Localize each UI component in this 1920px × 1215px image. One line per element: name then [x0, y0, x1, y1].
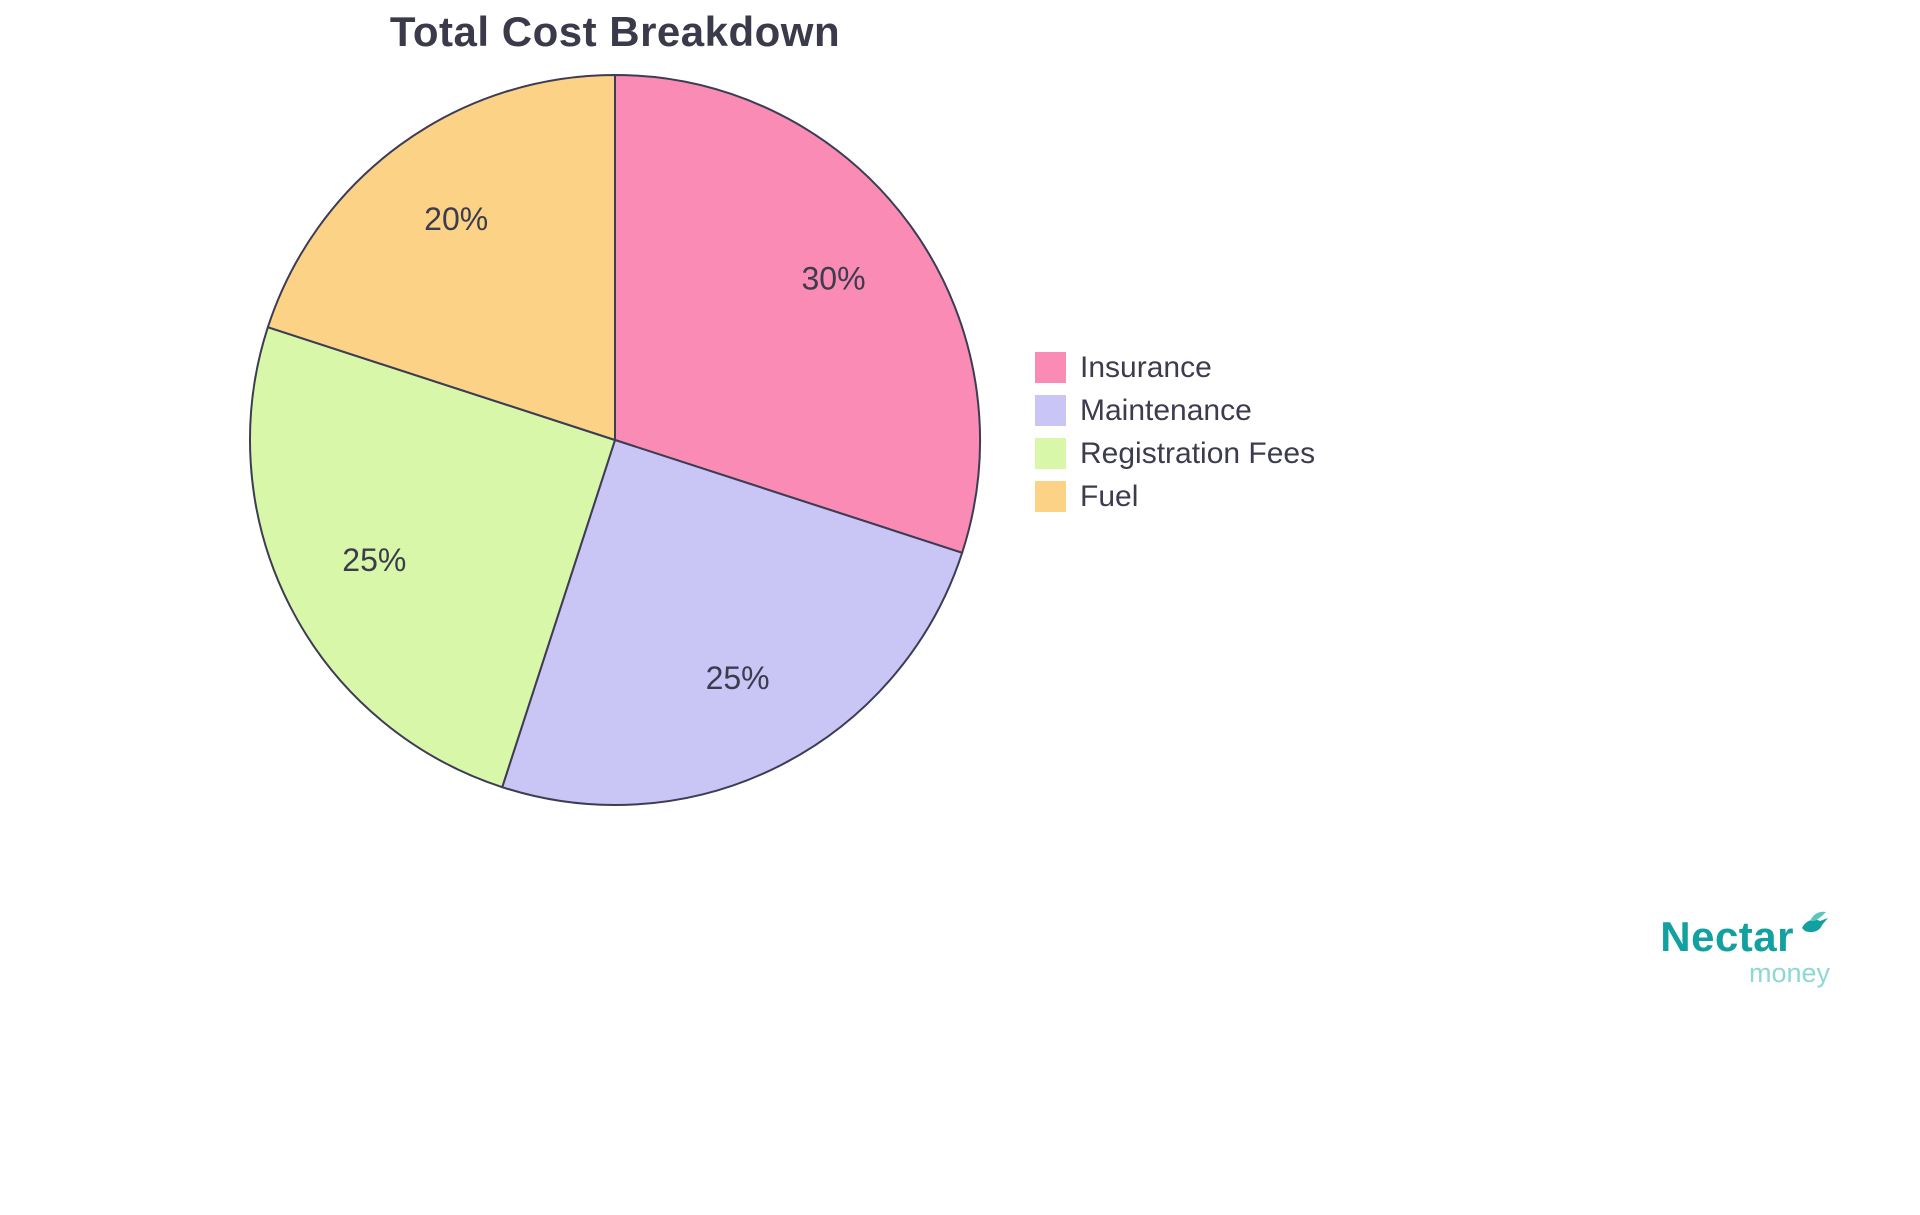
legend-item-maintenance: Maintenance: [1035, 393, 1315, 427]
legend-label: Registration Fees: [1080, 436, 1316, 470]
legend: Insurance Maintenance Registration Fees Fue…: [1035, 350, 1316, 513]
legend-swatch: [1035, 352, 1066, 383]
pie-slice-label: 25%: [706, 660, 770, 696]
legend-swatch: [1035, 481, 1066, 512]
legend-item-registration-fees: Registration Fees: [1035, 436, 1316, 470]
pie-slice-label: 25%: [342, 542, 406, 578]
legend-label: Insurance: [1080, 350, 1212, 384]
legend-item-insurance: Insurance: [1035, 350, 1315, 384]
pie-slice-label: 30%: [801, 261, 865, 297]
legend-item-fuel: Fuel: [1035, 479, 1315, 513]
brand-sub: money: [1748, 958, 1830, 988]
hummingbird-icon: [1796, 908, 1830, 947]
legend-swatch: [1035, 395, 1066, 426]
brand-logo: Nectar money: [1660, 911, 1830, 988]
pie-slice-label: 20%: [424, 201, 488, 237]
pie-slice-insurance: [614, 74, 981, 554]
legend-swatch: [1035, 438, 1066, 469]
legend-label: Fuel: [1080, 479, 1139, 513]
chart-title: Total Cost Breakdown: [389, 8, 841, 55]
pie-slice-fuel: [266, 74, 616, 441]
brand-name: Nectar: [1660, 913, 1794, 960]
pie-slice-registration-fees: [249, 326, 616, 789]
pie-slice-maintenance: [501, 439, 964, 806]
legend-label: Maintenance: [1080, 393, 1252, 427]
